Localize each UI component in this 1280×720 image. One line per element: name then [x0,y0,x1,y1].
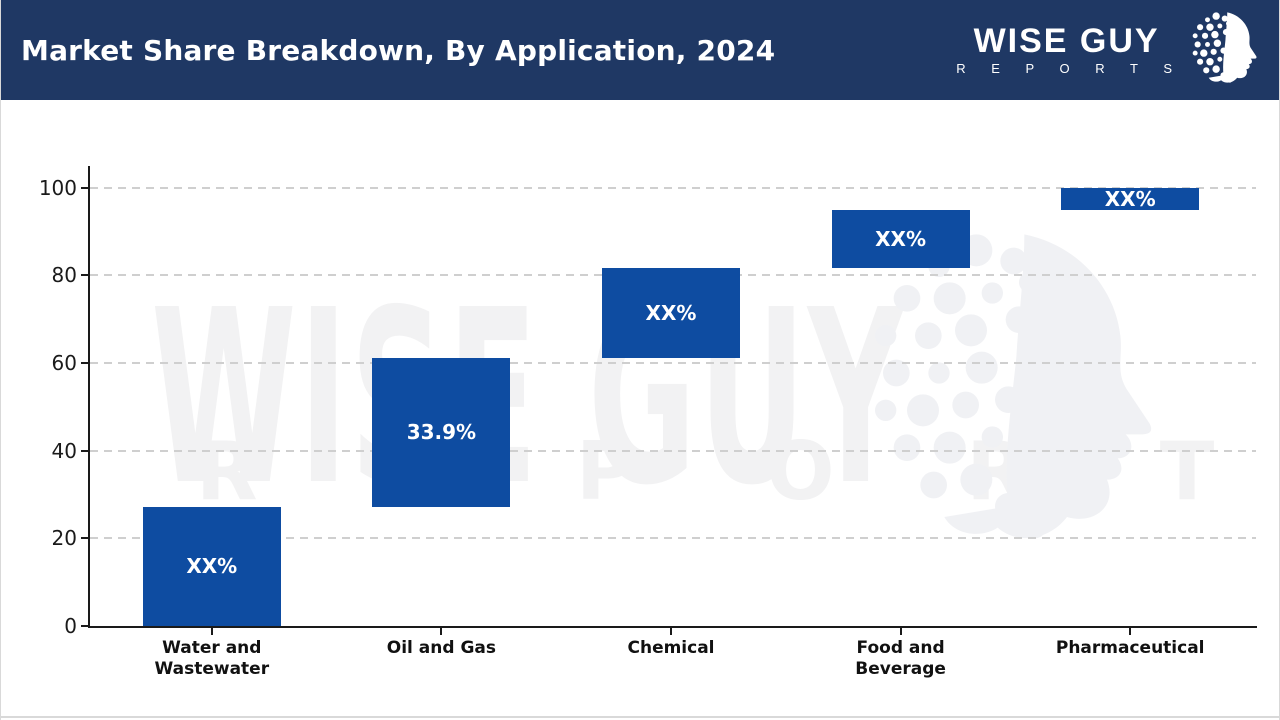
x-tick-label: Chemical [627,638,715,658]
y-tick-label: 60 [51,350,77,375]
bar-value-label: XX% [645,300,697,325]
y-tick-mark [81,361,90,364]
y-gridline [90,537,1256,540]
x-tick-label: Water and Wastewater [154,638,270,680]
x-tick-mark [210,628,213,635]
y-tick-mark [81,537,90,540]
y-gridline [90,449,1256,452]
logo-subtitle: R E P O R T S [956,61,1183,77]
bar-segment: XX% [831,210,970,268]
y-axis-line [88,166,90,628]
bar-value-label: 33.9% [406,420,477,445]
header-bar: Market Share Breakdown, By Application, … [1,0,1279,100]
logo-text: WISE GUY R E P O R T S [950,21,1183,77]
y-gridline [90,361,1256,364]
x-tick-label: Oil and Gas [386,638,496,658]
y-gridline [90,186,1256,189]
bar-segment: XX% [1061,186,1200,211]
wise-guy-logo: WISE GUY R E P O R T S [950,0,1263,100]
x-tick-mark [1129,628,1132,635]
y-tick-mark [81,274,90,277]
y-tick-label: 80 [51,263,77,288]
y-tick-mark [81,625,90,627]
x-tick-mark [670,628,672,635]
bar-value-label: XX% [1104,186,1156,211]
y-tick-mark [81,449,90,452]
y-tick-label: 100 [38,175,77,200]
x-tick-label: Food and Beverage [855,638,946,680]
y-tick-mark [81,186,90,189]
x-axis-line [88,626,1257,628]
y-tick-label: 20 [51,526,77,551]
logo-head-icon [1189,8,1263,92]
footer-divider [1,716,1279,718]
watermark-wordmark: WISE GUY [151,258,906,538]
bar-segment: 33.9% [372,358,511,507]
page-title: Market Share Breakdown, By Application, … [21,33,776,67]
logo-wordmark: WISE GUY [973,21,1160,60]
x-tick-mark [440,628,443,635]
y-tick-label: 0 [64,614,77,638]
y-tick-label: 40 [51,438,77,463]
bar-value-label: XX% [875,227,927,252]
x-tick-label: Pharmaceutical [1055,638,1205,658]
x-tick-mark [899,628,902,635]
bar-segment: XX% [142,506,281,626]
bar-value-label: XX% [186,554,238,579]
bar-segment: XX% [602,267,740,359]
